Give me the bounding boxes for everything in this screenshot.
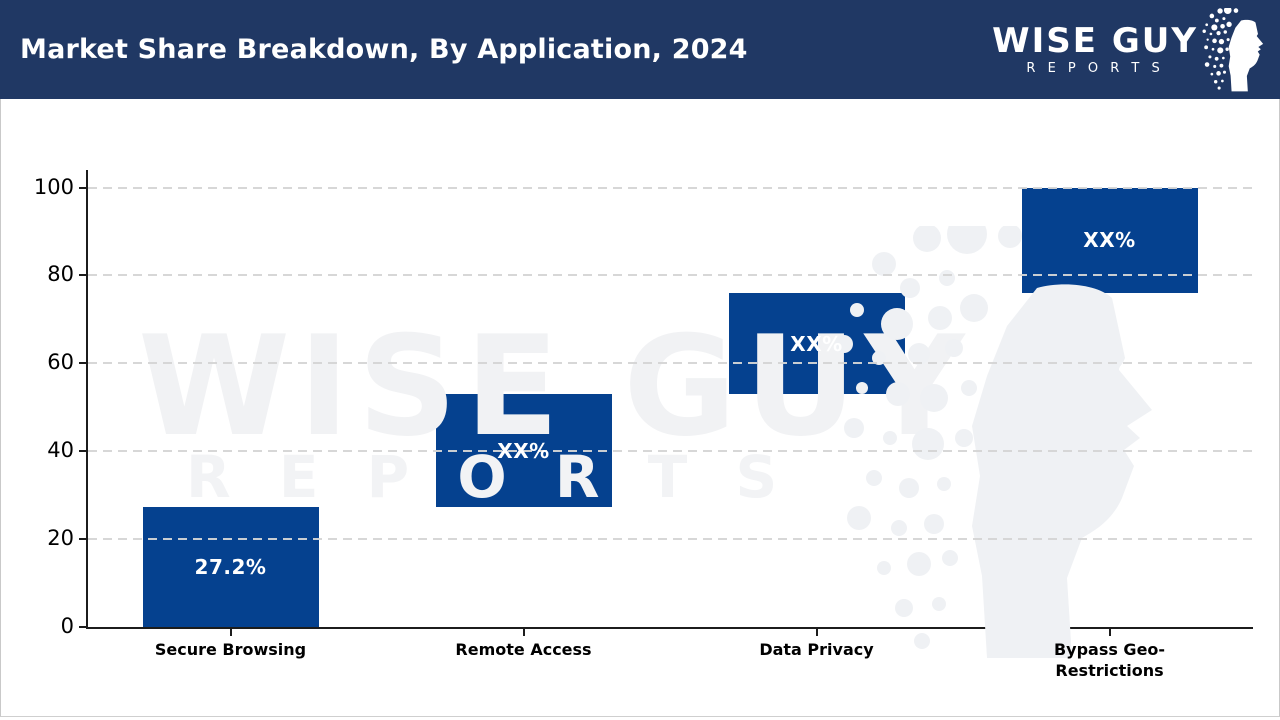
y-axis-line <box>86 170 88 629</box>
y-tick-mark <box>79 274 87 277</box>
y-tick-mark <box>79 186 87 189</box>
brand-subtitle: R E P O R T S <box>1026 61 1164 76</box>
brand-name: WISE GUY <box>992 21 1198 61</box>
y-tick-label: 80 <box>47 262 74 287</box>
wiseguy-head-icon <box>1202 7 1264 91</box>
brand-logo: WISE GUY R E P O R T S <box>992 7 1266 92</box>
gridline <box>88 450 1253 453</box>
y-tick-label: 60 <box>47 350 74 375</box>
gridline <box>88 186 1253 189</box>
y-tick-mark <box>79 626 87 628</box>
y-tick-label: 100 <box>33 174 74 199</box>
bar-value-label: XX% <box>497 438 550 463</box>
bar-value-label: XX% <box>1083 228 1136 253</box>
gridline <box>88 362 1253 365</box>
y-tick-mark <box>79 538 87 541</box>
header-bar: Market Share Breakdown, By Application, … <box>0 0 1280 99</box>
x-tick-mark <box>815 629 818 636</box>
y-tick-mark <box>79 362 87 365</box>
y-tick-label: 20 <box>47 526 74 551</box>
y-tick-label: 40 <box>47 438 74 463</box>
x-category-label: Bypass Geo-Restrictions <box>1053 640 1166 680</box>
x-category-label: Remote Access <box>455 640 592 659</box>
x-axis-line <box>86 627 1253 629</box>
x-category-label: Data Privacy <box>759 640 874 659</box>
bar-value-label: 27.2% <box>194 555 267 580</box>
x-tick-mark <box>1108 629 1111 636</box>
bar-secure-browsing <box>142 507 319 627</box>
y-tick-mark <box>79 450 87 453</box>
bar-value-label: XX% <box>790 331 843 356</box>
page-title: Market Share Breakdown, By Application, … <box>20 34 748 65</box>
gridline <box>88 538 1253 541</box>
gridline <box>88 274 1253 277</box>
x-category-label: Secure Browsing <box>154 640 307 659</box>
brand-text: WISE GUY R E P O R T S <box>992 24 1198 75</box>
x-tick-mark <box>229 629 232 636</box>
y-tick-label: 0 <box>60 614 74 638</box>
x-tick-mark <box>522 629 525 636</box>
